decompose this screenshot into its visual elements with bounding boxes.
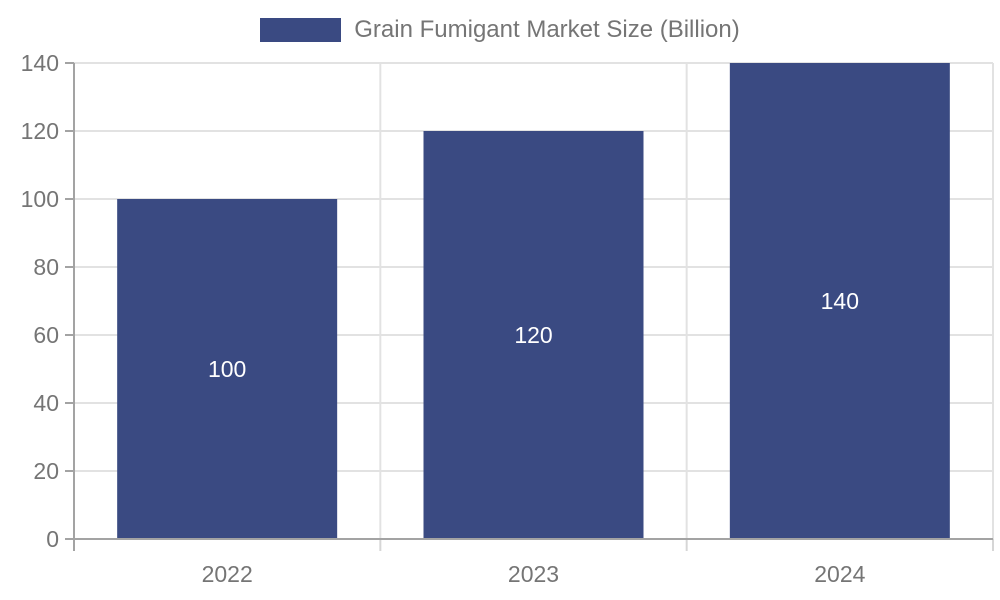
y-tick-label: 80 — [33, 254, 59, 280]
y-tick-label: 100 — [21, 186, 59, 212]
bar-value-label: 140 — [821, 288, 859, 314]
y-tick-label: 20 — [33, 458, 59, 484]
bar-value-label: 120 — [514, 322, 552, 348]
bar-2023 — [423, 131, 644, 539]
y-tick-label: 0 — [46, 526, 59, 552]
x-tick-label: 2022 — [202, 561, 253, 587]
y-tick-label: 120 — [21, 118, 59, 144]
y-tick-label: 60 — [33, 322, 59, 348]
bar-value-label: 100 — [208, 356, 246, 382]
bar-2024 — [729, 63, 950, 539]
x-tick-label: 2023 — [508, 561, 559, 587]
x-tick-label: 2024 — [814, 561, 865, 587]
y-tick-label: 40 — [33, 390, 59, 416]
y-tick-label: 140 — [21, 50, 59, 76]
bar-2022 — [117, 199, 338, 539]
